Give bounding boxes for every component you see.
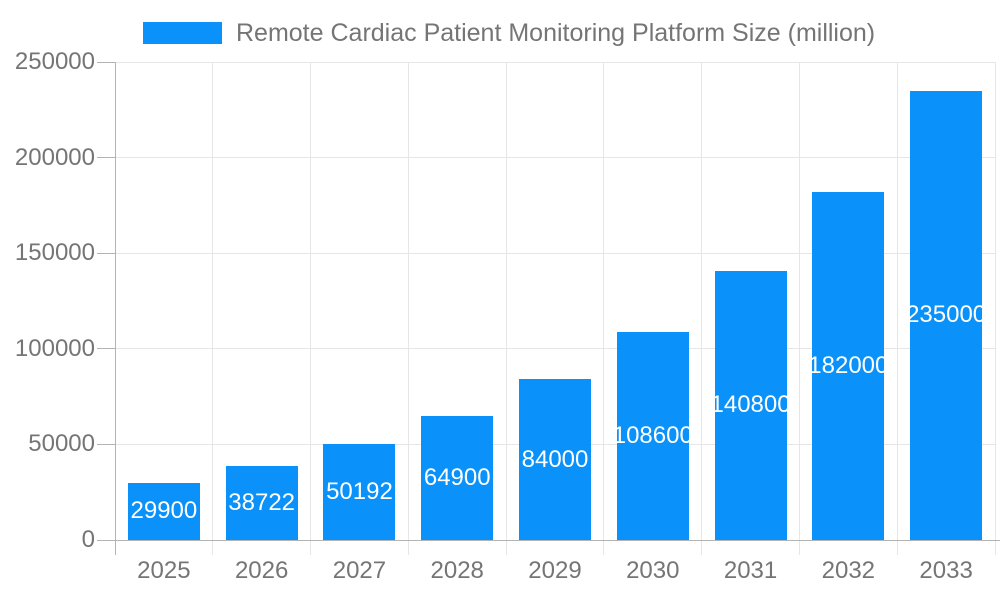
gridline-vertical (994, 62, 996, 540)
gridline-vertical (701, 62, 703, 540)
y-axis-tick-label: 200000 (14, 143, 95, 171)
x-axis-tick (114, 540, 116, 555)
y-axis-tick (97, 252, 115, 254)
x-axis-tick (798, 540, 800, 555)
bar (127, 482, 200, 540)
gridline-horizontal (115, 252, 995, 254)
legend-color-swatch-icon (143, 22, 222, 44)
bar (323, 444, 396, 540)
gridline-horizontal (115, 348, 995, 350)
gridline-vertical (798, 62, 800, 540)
bar-value-label: 38722 (228, 488, 296, 516)
gridline-vertical (603, 62, 605, 540)
y-axis-tick-label: 250000 (14, 48, 95, 75)
y-axis-tick-label: 50000 (28, 430, 95, 458)
gridline-vertical (310, 62, 312, 540)
x-axis-tick (701, 540, 703, 555)
bar (910, 90, 983, 540)
x-axis-tick (896, 540, 898, 555)
x-axis-tick-label: 2033 (919, 557, 973, 584)
bar (714, 270, 787, 540)
gridline-vertical (212, 62, 214, 540)
bar-value-label: 108600 (612, 422, 693, 450)
bar (616, 332, 689, 540)
gridline-vertical (407, 62, 409, 540)
y-axis-tick-label: 0 (81, 526, 95, 553)
x-axis-tick-label: 2030 (626, 557, 680, 584)
x-axis-tick-label: 2025 (137, 557, 191, 584)
bar-value-label: 50192 (326, 478, 393, 506)
y-axis-line (114, 62, 116, 540)
x-axis-tick (994, 540, 996, 555)
y-axis-tick-label: 150000 (14, 239, 95, 267)
y-axis-tick-label: 100000 (14, 334, 95, 362)
gridline-vertical (896, 62, 898, 540)
bar-value-label: 140800 (710, 391, 791, 419)
bar-value-label: 182000 (808, 352, 889, 379)
x-axis-tick (505, 540, 507, 555)
gridline-horizontal (115, 157, 995, 159)
bar (519, 379, 591, 540)
x-axis-tick (603, 540, 605, 555)
bar (421, 415, 494, 540)
bar-value-label: 64900 (423, 463, 491, 491)
x-axis-tick-label: 2028 (430, 557, 484, 584)
bar-value-label: 29900 (130, 497, 198, 525)
y-axis-tick (97, 348, 115, 350)
x-axis-tick (407, 540, 409, 555)
bar-value-label: 84000 (521, 445, 589, 473)
x-axis-tick-label: 2026 (234, 557, 289, 584)
y-axis-tick (97, 61, 115, 63)
x-axis-line (97, 539, 1000, 541)
x-axis-tick-label: 2027 (332, 557, 387, 584)
legend: Remote Cardiac Patient Monitoring Platfo… (143, 18, 875, 48)
bar (812, 192, 885, 540)
gridline-horizontal (115, 61, 995, 63)
x-axis-tick-label: 2032 (821, 557, 876, 584)
x-axis-tick-label: 2031 (723, 557, 778, 584)
chart-title: Remote Cardiac Patient Monitoring Platfo… (236, 19, 876, 47)
x-axis-tick (212, 540, 214, 555)
y-axis-tick (97, 157, 115, 159)
x-axis-tick-label: 2029 (528, 557, 582, 584)
bar-value-label: 235000 (906, 301, 987, 329)
y-axis-tick (97, 443, 115, 445)
x-axis-tick (310, 540, 312, 555)
bar (225, 465, 298, 540)
gridline-vertical (505, 62, 507, 540)
